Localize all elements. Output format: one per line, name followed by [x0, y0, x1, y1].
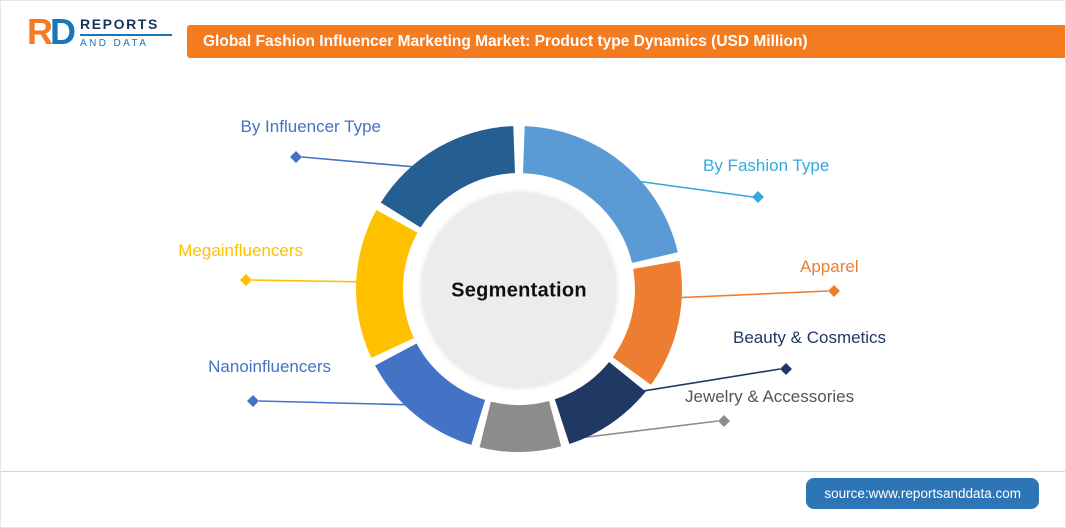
donut-center-label: Segmentation — [451, 279, 587, 302]
donut-segment-megainfluencers — [356, 210, 418, 358]
callout-line-beauty-cosmetics — [630, 368, 781, 394]
logo-letter-d: D — [50, 11, 76, 52]
callout-line-jewelry-accessories — [570, 420, 719, 440]
label-beauty-cosmetics: Beauty & Cosmetics — [733, 328, 887, 347]
label-apparel: Apparel — [800, 257, 859, 276]
label-megainfluencers: Megainfluencers — [178, 241, 303, 260]
brand-divider — [80, 33, 172, 36]
callout-marker-jewelry-accessories-icon — [718, 415, 730, 427]
label-by-fashion-type: By Fashion Type — [703, 156, 830, 175]
callout-marker-beauty-cosmetics-icon — [780, 363, 792, 375]
label-jewelry-accessories: Jewelry & Accessories — [685, 387, 855, 406]
donut-segment-nanoinfluencers — [375, 343, 486, 445]
label-by-influencer-type: By Influencer Type — [240, 117, 382, 136]
source-badge: source:www.reportsanddata.com — [806, 478, 1039, 509]
callout-marker-by-fashion-type-icon — [752, 191, 764, 203]
footer-divider — [1, 471, 1065, 472]
callout-marker-megainfluencers-icon — [240, 274, 252, 286]
donut-segment-apparel — [612, 260, 682, 385]
page-title: Global Fashion Influencer Marketing Mark… — [203, 32, 808, 50]
callout-line-apparel — [670, 290, 829, 299]
label-nanoinfluencers: Nanoinfluencers — [208, 357, 331, 376]
title-bar: Global Fashion Influencer Marketing Mark… — [187, 25, 1065, 58]
logo-letter-r: R — [27, 11, 53, 52]
callout-line-by-fashion-type — [635, 180, 754, 198]
brand-name-line2: AND DATA — [80, 37, 149, 49]
reports-and-data-logo: RD REPORTS AND DATA — [27, 14, 172, 50]
callout-line-megainfluencers — [251, 279, 372, 283]
donut-segment-by-fashion-type — [523, 126, 678, 263]
callout-marker-apparel-icon — [828, 285, 840, 297]
brand-wordmark: REPORTS AND DATA — [80, 16, 172, 49]
donut-segment-by-influencer-type — [380, 126, 515, 228]
callout-marker-by-influencer-type-icon — [290, 151, 302, 163]
logo-monogram-icon: RD — [27, 11, 76, 52]
donut-segment-jewelry-accessories — [479, 401, 562, 452]
donut-segment-beauty-cosmetics — [554, 362, 646, 444]
brand-name-line1: REPORTS — [80, 15, 159, 32]
callout-marker-nanoinfluencers-icon — [247, 395, 259, 407]
donut-center-circle — [422, 192, 616, 386]
